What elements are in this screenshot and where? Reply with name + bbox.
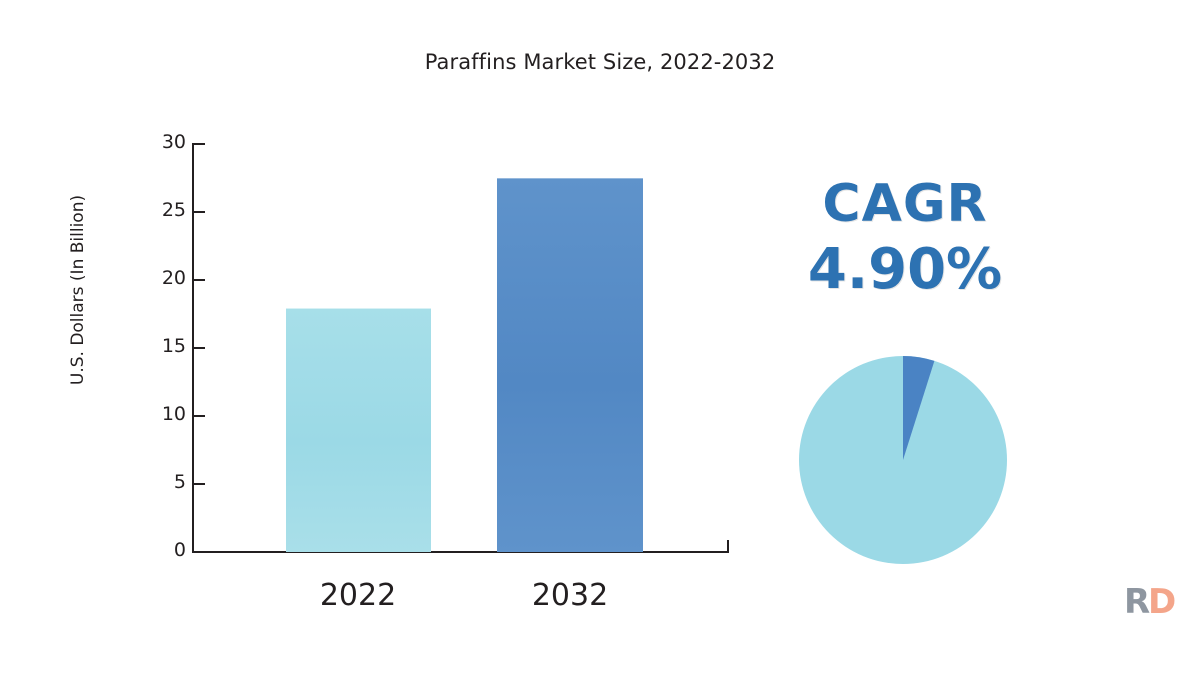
x-tick-label-2022: 2022 <box>319 578 397 613</box>
y-tick-mark <box>194 415 205 417</box>
y-tick-mark <box>194 279 205 281</box>
y-axis-line <box>192 143 194 553</box>
y-tick-label-25: 25 <box>161 199 186 221</box>
cagr-value: 4.90% <box>807 237 1003 302</box>
logo-letter-r-icon: R <box>1124 582 1151 622</box>
y-tick-label-10: 10 <box>161 403 186 425</box>
bar-chart: U.S. Dollars (In Billion) 30 25 20 15 10… <box>68 131 729 613</box>
cagr-label: CAGR <box>822 174 988 234</box>
y-tick-label-15: 15 <box>161 335 186 357</box>
y-tick-mark <box>194 211 205 213</box>
cagr-callout: CAGR 4.90% <box>795 178 1015 298</box>
bar-2032[interactable] <box>497 178 643 552</box>
logo-letter-d-icon: D <box>1148 582 1177 622</box>
x-tick-label-2032: 2032 <box>531 578 609 613</box>
y-tick-mark <box>194 551 205 553</box>
x-axis-line <box>192 551 729 553</box>
y-tick-label-0: 0 <box>173 539 186 561</box>
y-tick-mark <box>194 483 205 485</box>
pie-chart <box>799 356 1007 564</box>
y-tick-mark <box>194 347 205 349</box>
page-title: Paraffins Market Size, 2022-2032 <box>424 50 776 74</box>
y-tick-label-5: 5 <box>173 471 186 493</box>
pie-slice-cagr[interactable] <box>903 356 935 460</box>
x-axis-endcap <box>727 540 729 553</box>
bar-2022[interactable] <box>286 308 431 552</box>
y-tick-mark <box>194 143 205 145</box>
y-tick-label-20: 20 <box>161 267 186 289</box>
y-axis-label: U.S. Dollars (In Billion) <box>68 194 88 386</box>
y-tick-label-30: 30 <box>161 131 186 153</box>
logo-reportsanddata[interactable]: R D <box>1124 582 1180 622</box>
